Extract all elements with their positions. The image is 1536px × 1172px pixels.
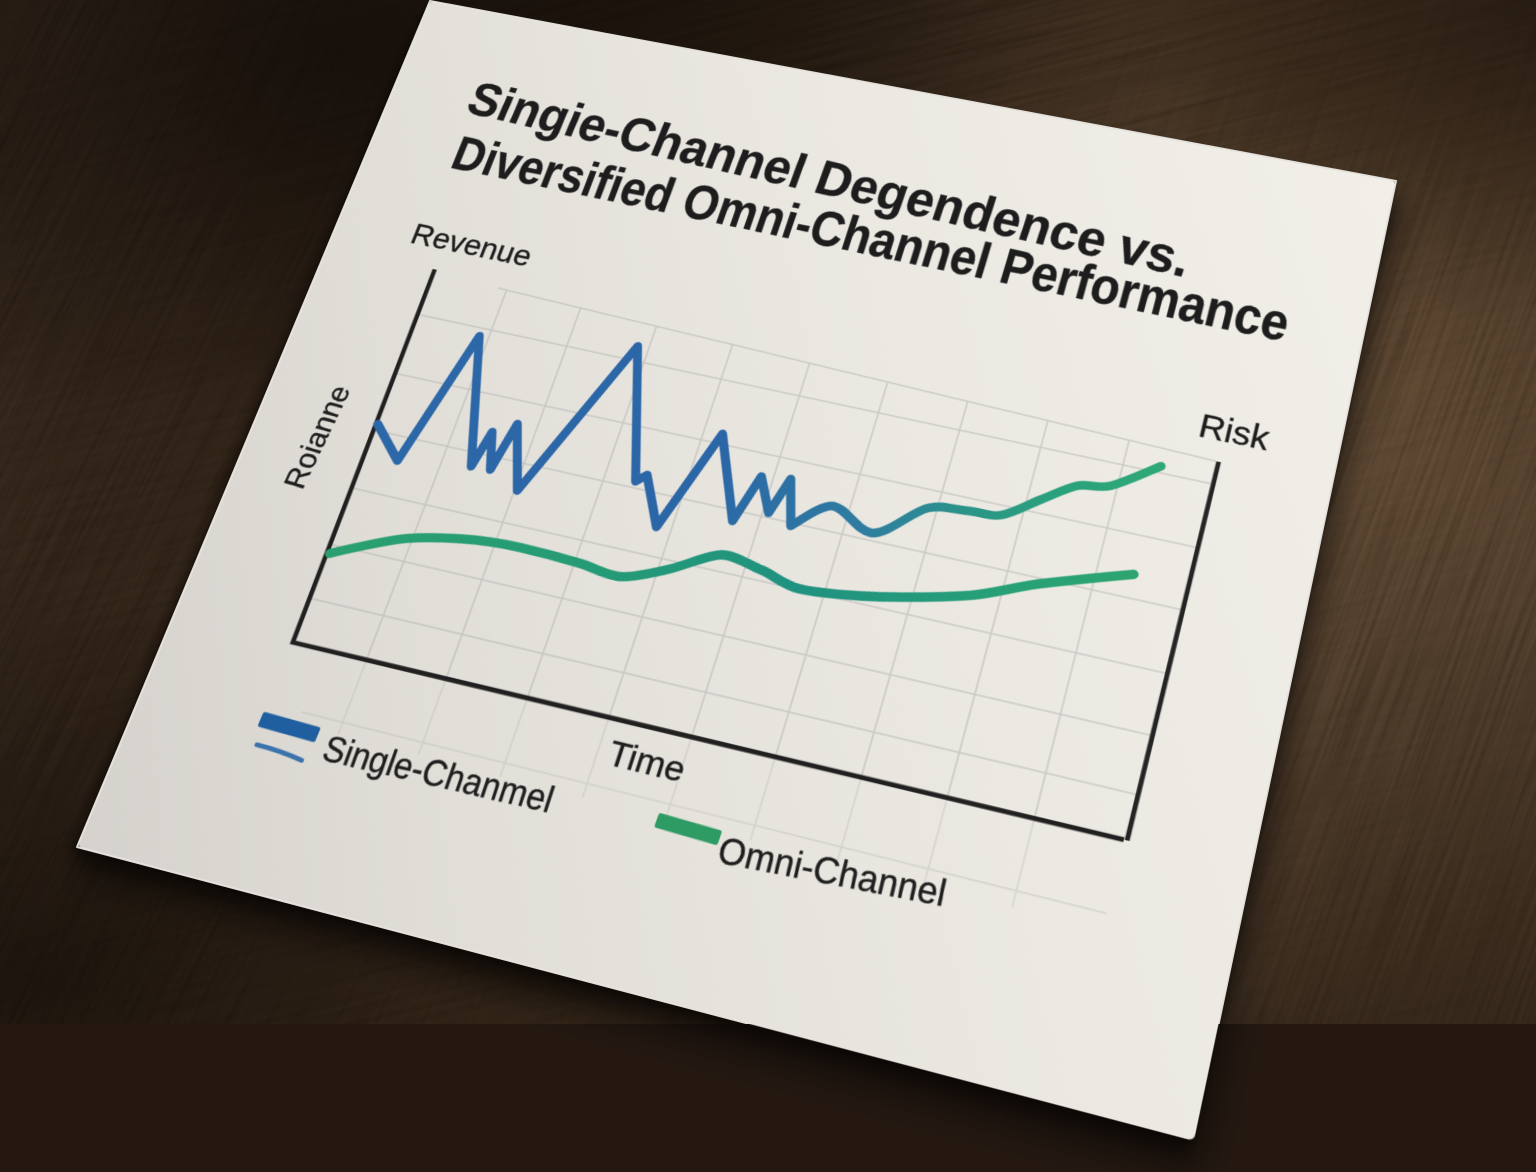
svg-text:Single-Chanmel: Single-Chanmel [317, 729, 559, 821]
svg-text:Roianne: Roianne [279, 382, 358, 492]
svg-text:Time: Time [603, 733, 691, 791]
svg-text:Revenue: Revenue [406, 218, 536, 273]
svg-text:Risk: Risk [1195, 408, 1273, 458]
svg-text:Omni-Channel: Omni-Channel [714, 830, 950, 915]
